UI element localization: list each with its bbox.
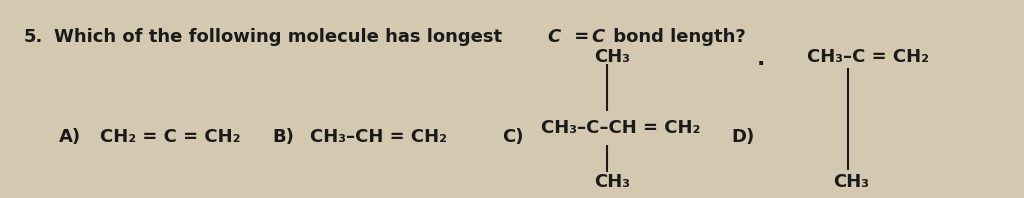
Text: CH₂ = C = CH₂: CH₂ = C = CH₂ xyxy=(99,129,240,147)
Text: B): B) xyxy=(272,129,295,147)
Text: CH₃: CH₃ xyxy=(594,173,630,191)
Text: A): A) xyxy=(58,129,81,147)
Text: Which of the following molecule has longest: Which of the following molecule has long… xyxy=(53,29,508,46)
Text: CH₃: CH₃ xyxy=(594,48,630,66)
Text: ·: · xyxy=(757,54,765,74)
Text: C): C) xyxy=(502,129,523,147)
Text: D): D) xyxy=(731,129,755,147)
Text: C: C xyxy=(592,29,605,46)
Text: =: = xyxy=(568,29,596,46)
Text: CH₃–C–CH = CH₂: CH₃–C–CH = CH₂ xyxy=(541,119,699,137)
Text: CH₃: CH₃ xyxy=(834,173,869,191)
Text: CH₃–CH = CH₂: CH₃–CH = CH₂ xyxy=(310,129,447,147)
Text: C: C xyxy=(548,29,561,46)
Text: CH₃–C = CH₂: CH₃–C = CH₂ xyxy=(807,48,930,66)
Text: bond length?: bond length? xyxy=(606,29,745,46)
Text: 5.: 5. xyxy=(24,29,43,46)
